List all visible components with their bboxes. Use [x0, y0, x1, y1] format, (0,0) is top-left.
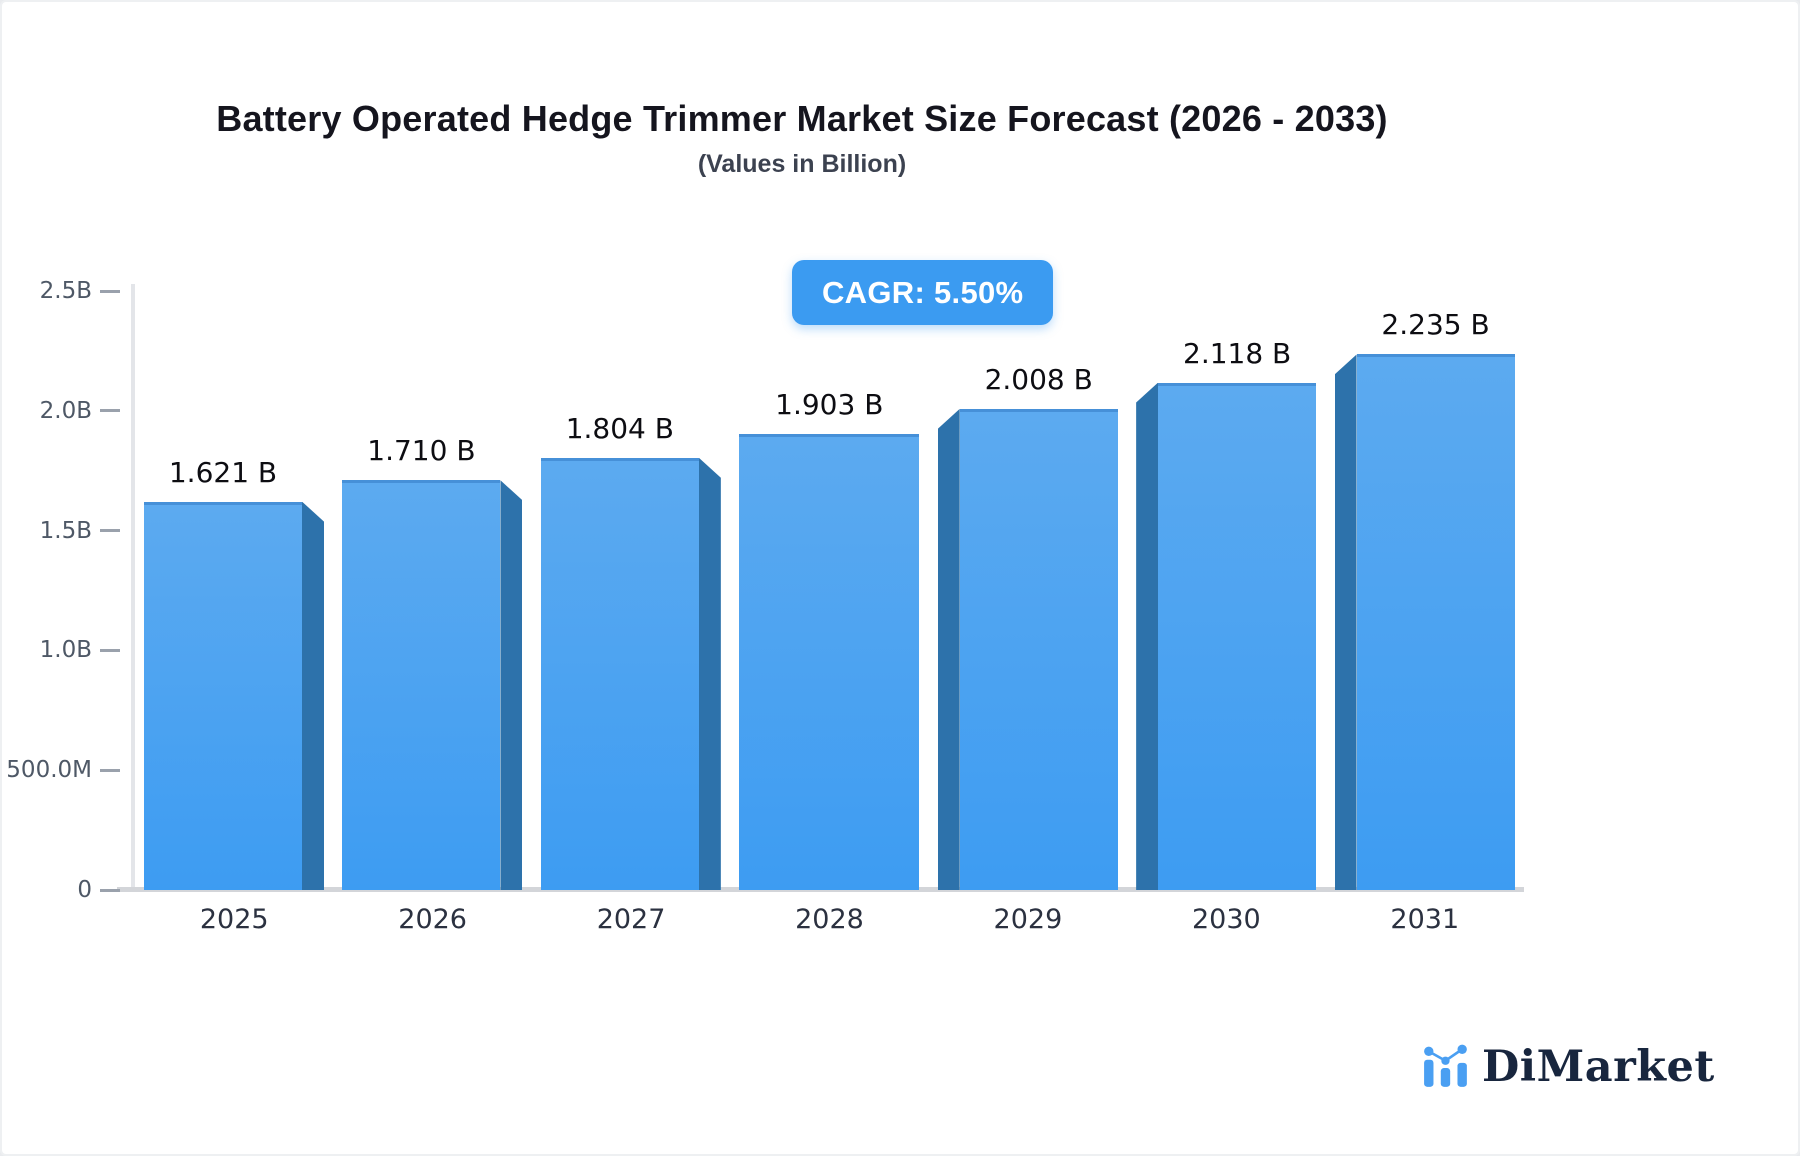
bar-face-2029: [959, 408, 1118, 890]
bar-2025: [144, 501, 324, 890]
bar-side-2026: [500, 480, 523, 890]
bar-value-label: 2.118 B: [1183, 336, 1292, 370]
y-tick: [100, 289, 120, 293]
y-tick-label: 1.0B: [39, 637, 92, 664]
y-axis-line: [131, 284, 135, 890]
bar-face-2025: [144, 501, 302, 890]
chart-subtitle: (Values in Billion): [697, 150, 907, 178]
x-axis-label-2031: 2031: [1390, 904, 1460, 935]
bar-side-2029: [937, 408, 960, 890]
cagr-badge: CAGR: 5.50%: [792, 260, 1054, 325]
x-axis-label-2028: 2028: [795, 904, 864, 935]
bar-side-2030: [1136, 382, 1159, 890]
bar-face-2027: [540, 457, 699, 890]
y-tick-label: 2.5B: [39, 278, 92, 304]
x-axis-label-2025: 2025: [199, 904, 269, 935]
cagr-badge-label: CAGR: 5.50%: [822, 274, 1024, 310]
chart-title: Battery Operated Hedge Trimmer Market Si…: [216, 98, 1388, 139]
mini-bar-chart-icon: [1424, 1044, 1467, 1087]
y-tick-label: 500.0M: [6, 757, 92, 784]
y-tick-label: 0: [77, 877, 92, 903]
bar-2028: [739, 434, 920, 890]
bar-2027: [540, 457, 721, 890]
x-axis-label-2027: 2027: [596, 904, 666, 935]
bar-face-2030: [1158, 382, 1317, 890]
y-tick: [100, 648, 120, 652]
bar-2031: [1334, 354, 1515, 890]
bar-value-label: 1.621 B: [168, 455, 278, 489]
bar-value-label: 2.235 B: [1381, 308, 1490, 342]
bar-value-label: 2.008 B: [984, 362, 1093, 396]
bar-value-label: 1.804 B: [565, 411, 674, 445]
y-tick-label: 1.5B: [39, 517, 92, 544]
bar-side-2025: [302, 501, 324, 890]
y-tick: [100, 409, 120, 413]
bar-value-label: 1.710 B: [367, 434, 476, 468]
bar-2030: [1136, 382, 1317, 890]
x-axis-label-2029: 2029: [993, 904, 1063, 935]
y-tick: [100, 768, 120, 772]
x-axis-label-2026: 2026: [398, 904, 467, 935]
bar-2029: [937, 408, 1118, 890]
logo-text: DiMarket: [1482, 1042, 1715, 1092]
bar-face-2031: [1356, 354, 1515, 890]
bar-2026: [342, 480, 523, 890]
bar-value-label: 1.903 B: [775, 388, 884, 422]
bar-face-2028: [739, 434, 920, 890]
bar-side-2031: [1334, 354, 1357, 890]
dimarket-logo: DiMarket: [1422, 1042, 1715, 1092]
y-tick: [100, 888, 120, 892]
bar-side-2027: [698, 457, 721, 890]
bar-face-2026: [342, 480, 501, 890]
x-axis-label-2030: 2030: [1191, 904, 1261, 935]
y-tick: [100, 529, 120, 533]
y-tick-label: 2.0B: [39, 397, 92, 424]
